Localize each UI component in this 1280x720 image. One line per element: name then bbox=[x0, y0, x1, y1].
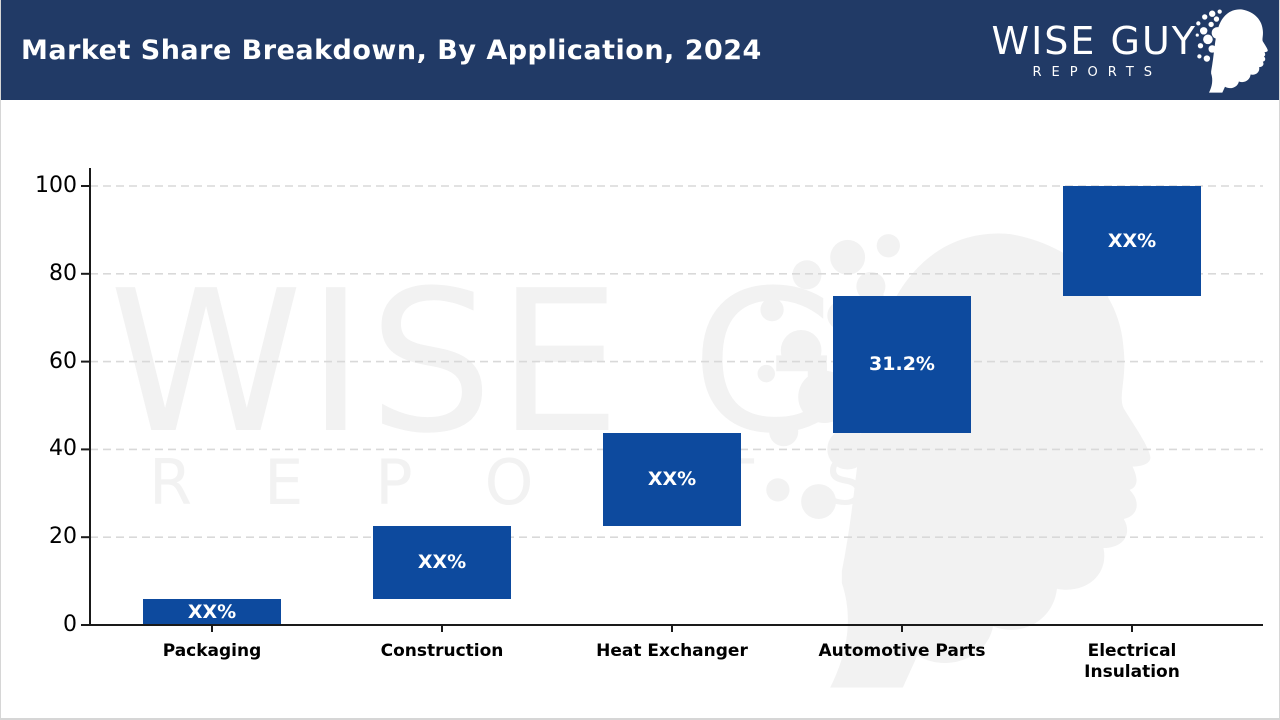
y-tick-label: 80 bbox=[49, 260, 77, 286]
bar: 31.2% bbox=[833, 295, 971, 433]
bar-value-label: XX% bbox=[417, 551, 467, 574]
x-category-label: Heat Exchanger bbox=[596, 641, 748, 661]
y-tick-label: 60 bbox=[49, 348, 77, 374]
x-category-label: Construction bbox=[380, 641, 504, 661]
watermark-subtext: REPORTS bbox=[149, 446, 938, 519]
y-tick-label: 40 bbox=[49, 436, 77, 462]
chart-title: Market Share Breakdown, By Application, … bbox=[21, 34, 762, 66]
y-tick-label: 100 bbox=[35, 173, 77, 198]
bar-value-label: XX% bbox=[1107, 229, 1157, 252]
x-category-label: Packaging bbox=[162, 641, 262, 661]
x-category-label: Electrical Insulation bbox=[1084, 641, 1180, 682]
bar: XX% bbox=[143, 598, 281, 625]
logo-text: WISE GUY REPORTS bbox=[992, 22, 1197, 79]
bar-value-label: XX% bbox=[187, 600, 237, 623]
logo-wordmark: WISE GUY bbox=[991, 18, 1197, 63]
y-tick-label: 20 bbox=[49, 524, 77, 550]
x-axis-labels: Packaging Construction Heat Exchanger Autom… bbox=[1, 100, 1279, 718]
bar-value-label: XX% bbox=[647, 468, 697, 491]
y-axis-labels: 0 20 40 60 80 100 bbox=[1, 100, 1279, 718]
wise-guy-face-icon bbox=[1193, 7, 1273, 93]
bar: XX% bbox=[603, 432, 741, 526]
logo-subtext: REPORTS bbox=[1032, 64, 1163, 80]
header-bar: Market Share Breakdown, By Application, … bbox=[1, 0, 1279, 100]
bar-value-label: 31.2% bbox=[869, 353, 935, 376]
wise-guy-logo: WISE GUY REPORTS bbox=[992, 7, 1273, 93]
x-category-label: Automotive Parts bbox=[818, 641, 986, 661]
bar: XX% bbox=[373, 525, 511, 599]
y-tick-label: 0 bbox=[63, 612, 77, 637]
bar: XX% bbox=[1063, 186, 1201, 296]
chart-area: WISE GUY REPORTS XX% XX% XX% 31.2% XX% 0 20 40… bbox=[1, 100, 1279, 718]
bars-layer: XX% XX% XX% 31.2% XX% bbox=[1, 100, 1279, 718]
